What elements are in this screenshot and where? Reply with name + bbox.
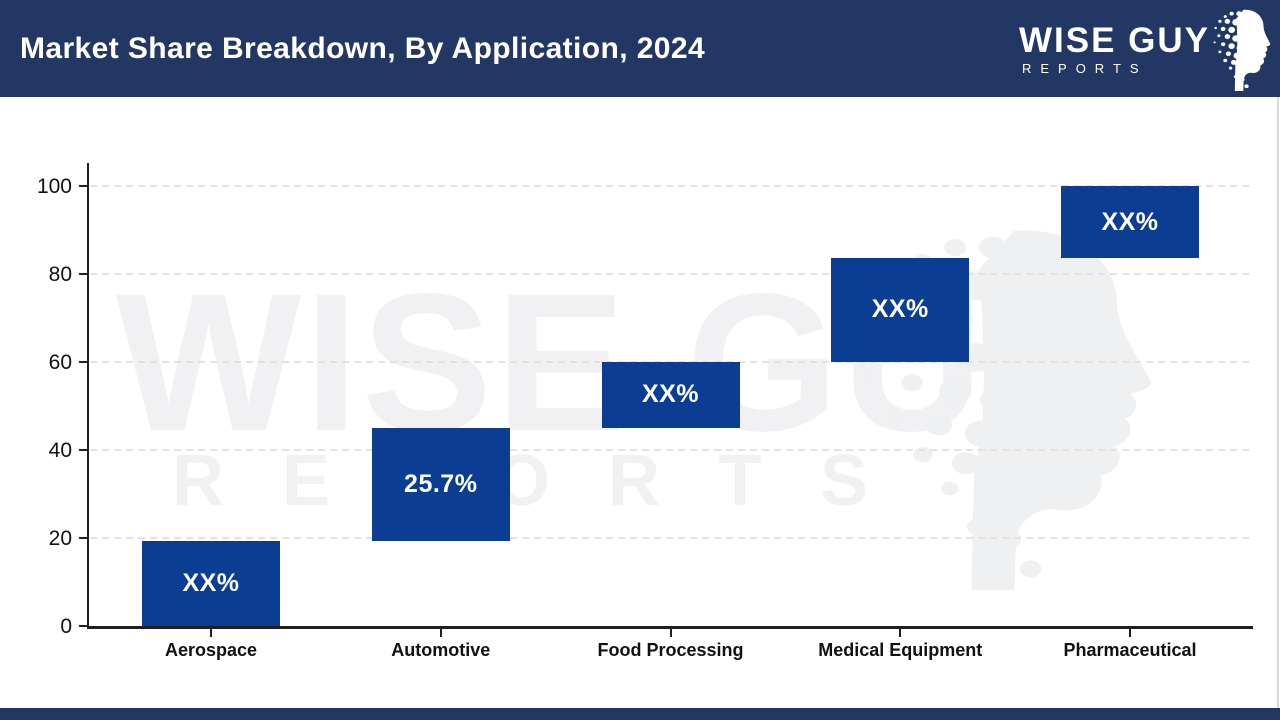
bar-value-label-aerospace: XX% [182, 569, 240, 598]
y-tick-label-60: 60 [48, 351, 72, 374]
header-bar: Market Share Breakdown, By Application, … [0, 0, 1280, 97]
brand-logo: WISE GUY REPORTS [1019, 6, 1272, 92]
x-tick-medical-equipment [899, 629, 902, 637]
y-tick-80 [79, 273, 88, 275]
bar-food-processing: XX% [601, 361, 740, 428]
x-axis-spine [87, 626, 1253, 629]
bar-value-label-automotive: 25.7% [404, 470, 478, 499]
watermark-text-secondary: REPORTS [172, 441, 927, 521]
bar-aerospace: XX% [142, 541, 280, 626]
x-tick-automotive [439, 629, 442, 637]
brand-wordmark: WISE GUY REPORTS [1019, 23, 1210, 75]
page-title: Market Share Breakdown, By Application, … [20, 31, 706, 65]
x-tick-aerospace [210, 629, 212, 637]
bar-pharmaceutical: XX% [1061, 186, 1199, 259]
gridline-100 [90, 185, 1253, 187]
y-tick-20 [79, 537, 88, 539]
bar-medical-equipment: XX% [831, 258, 970, 362]
chart-area: WISE GUY REPORTS 020406080100XX%Aerospac… [0, 97, 1280, 708]
y-tick-100 [79, 185, 88, 187]
x-tick-pharmaceutical [1129, 629, 1131, 637]
x-label-medical-equipment: Medical Equipment [818, 640, 983, 660]
y-tick-40 [79, 449, 88, 451]
gridline-20 [90, 537, 1253, 539]
gridline-40 [90, 449, 1253, 451]
y-axis-spine [87, 163, 89, 628]
brand-subtitle: REPORTS [1021, 61, 1148, 76]
y-tick-label-0: 0 [60, 615, 72, 638]
y-tick-label-40: 40 [48, 439, 72, 462]
bar-value-label-pharmaceutical: XX% [1101, 207, 1159, 236]
x-label-food-processing: Food Processing [597, 640, 744, 660]
x-tick-food-processing [669, 629, 672, 637]
bar-value-label-food-processing: XX% [641, 380, 700, 409]
y-tick-label-20: 20 [48, 527, 72, 550]
brand-name: WISE GUY [1018, 21, 1210, 60]
x-label-automotive: Automotive [391, 640, 491, 660]
y-tick-60 [79, 361, 88, 363]
head-profile-icon [1213, 9, 1271, 91]
y-tick-label-100: 100 [36, 175, 72, 198]
y-tick-label-80: 80 [48, 263, 72, 286]
x-label-pharmaceutical: Pharmaceutical [1063, 640, 1197, 660]
bar-automotive: 25.7% [371, 428, 510, 542]
gridline-80 [90, 273, 1253, 275]
right-border-line [1277, 97, 1279, 708]
footer-bar [0, 708, 1280, 720]
bar-value-label-medical-equipment: XX% [871, 295, 929, 324]
y-tick-0 [79, 625, 88, 627]
x-label-aerospace: Aerospace [164, 640, 258, 660]
